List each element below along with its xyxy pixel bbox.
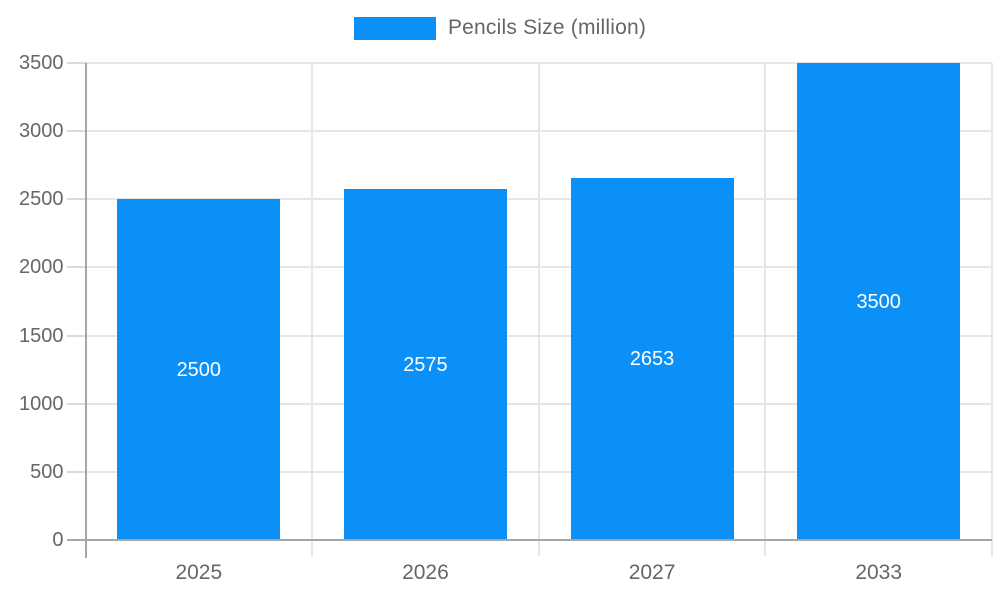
bar-value-label: 2500 <box>176 358 222 381</box>
y-axis-tick <box>66 402 86 405</box>
y-axis-line <box>84 63 87 558</box>
legend-label: Pencils Size (million) <box>447 16 647 39</box>
x-axis-baseline <box>66 539 992 541</box>
y-axis-tick <box>66 62 86 64</box>
bar-2026[interactable] <box>343 189 507 540</box>
gridline-vertical <box>311 63 314 556</box>
bar-2033[interactable] <box>797 63 961 540</box>
y-axis-tick-label: 2000 <box>19 256 64 279</box>
bar-value-label: 2575 <box>403 353 448 376</box>
bar-2027[interactable] <box>570 178 734 540</box>
gridline-vertical <box>764 63 767 556</box>
x-axis-tick-label: 2026 <box>402 561 449 584</box>
y-axis-tick <box>66 334 86 337</box>
y-axis-tick-label: 0 <box>52 529 64 551</box>
gridline-vertical <box>537 63 540 556</box>
y-axis-tick <box>66 130 86 133</box>
legend-swatch-icon <box>353 16 436 40</box>
gridline-vertical <box>991 63 993 556</box>
y-axis-tick-label: 2500 <box>19 188 64 211</box>
y-axis-tick-label: 1500 <box>19 324 64 347</box>
x-axis-tick-label: 2027 <box>628 561 676 584</box>
y-axis-tick-label: 500 <box>30 460 64 483</box>
x-axis-tick-label: 2025 <box>175 561 223 584</box>
legend[interactable]: Pencils Size (million) <box>0 16 1000 40</box>
y-axis-tick-label: 3000 <box>19 120 64 143</box>
y-axis-tick <box>66 266 86 269</box>
bar-value-label: 3500 <box>856 290 901 313</box>
y-axis-tick <box>66 470 86 473</box>
y-axis-tick-label: 1000 <box>19 392 64 415</box>
y-axis-tick-label: 3500 <box>19 52 64 74</box>
x-axis-tick-label: 2033 <box>855 561 903 584</box>
bar-2025[interactable] <box>117 199 281 540</box>
bar-value-label: 2653 <box>629 348 675 371</box>
y-axis-tick <box>66 198 86 201</box>
